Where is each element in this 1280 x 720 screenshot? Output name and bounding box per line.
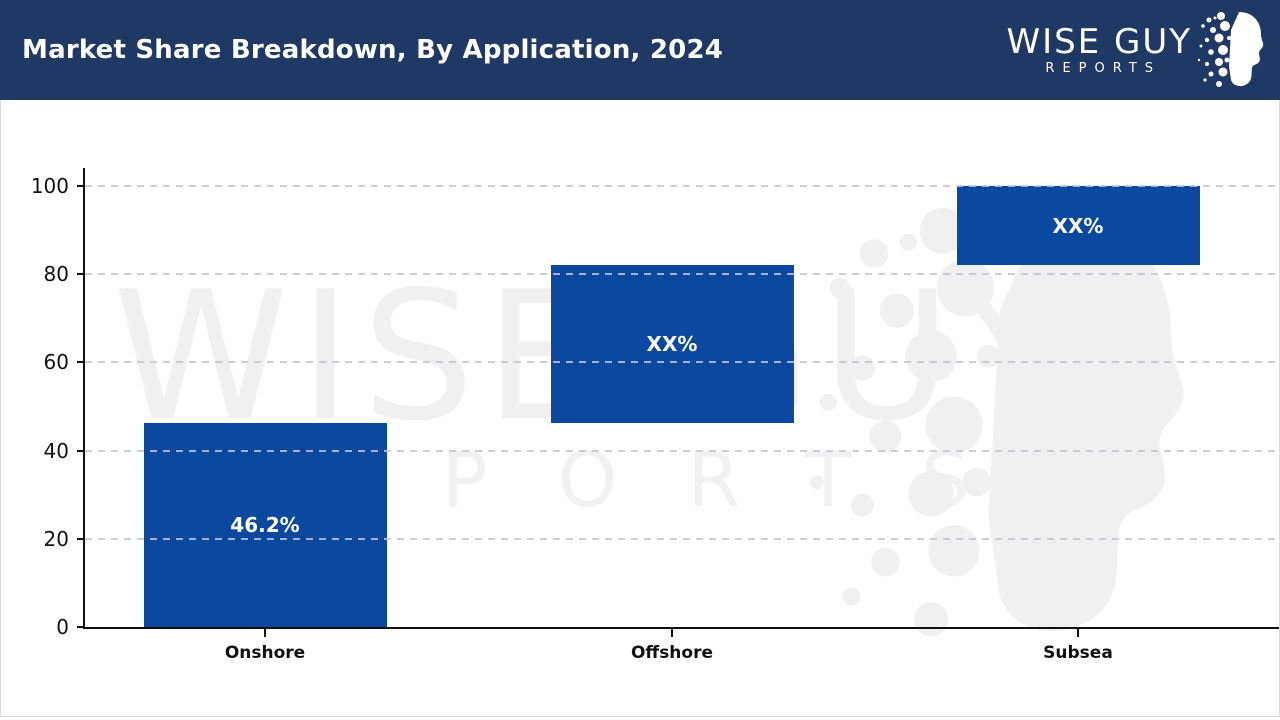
gridline	[85, 361, 1279, 364]
header-bar: Market Share Breakdown, By Application, …	[0, 0, 1280, 100]
x-tick	[1077, 629, 1079, 637]
gridline	[85, 185, 1279, 187]
bar-value-label: XX%	[646, 332, 698, 357]
logo-text: WISE GUY REPORTS	[1006, 25, 1192, 75]
gridline	[85, 537, 1279, 540]
x-category-label: Offshore	[630, 643, 714, 663]
y-tick-label: 40	[43, 438, 69, 463]
y-tick-label: 20	[43, 526, 69, 551]
x-axis-line	[83, 627, 1279, 629]
y-tick-label: 80	[43, 262, 69, 287]
x-category-label: Onshore	[224, 643, 306, 663]
bar-value-label: XX%	[1052, 213, 1104, 238]
y-tick-label: 100	[30, 174, 69, 198]
logo-subtext: REPORTS	[1045, 61, 1162, 76]
bar-onshore: 46.2%	[143, 423, 387, 627]
bar-value-label: 46.2%	[230, 513, 300, 538]
logo-head-icon	[1197, 12, 1264, 87]
y-tick	[77, 273, 85, 276]
logo-wordmark: WISE GUY	[1006, 22, 1192, 62]
x-tick	[264, 629, 266, 637]
page-title: Market Share Breakdown, By Application, …	[22, 35, 724, 65]
y-tick	[77, 449, 85, 452]
x-tick	[671, 629, 673, 637]
y-tick	[77, 361, 85, 364]
bar-subsea: XX%	[956, 186, 1200, 266]
y-axis-line	[83, 168, 85, 629]
y-tick	[77, 537, 85, 540]
y-tick	[77, 626, 85, 628]
wiseguy-logo: WISE GUY REPORTS	[1006, 10, 1266, 90]
y-tick-label: 0	[56, 615, 69, 639]
chart-area: WISE GUY REPORTS 0 20 40 60 80 100 46.2% Onshor…	[0, 100, 1280, 717]
y-tick	[77, 185, 85, 187]
gridline	[85, 449, 1279, 452]
bar-offshore: XX%	[550, 265, 794, 424]
y-tick-label: 60	[43, 350, 69, 375]
x-category-label: Subsea	[1043, 643, 1113, 663]
gridline	[85, 273, 1279, 276]
